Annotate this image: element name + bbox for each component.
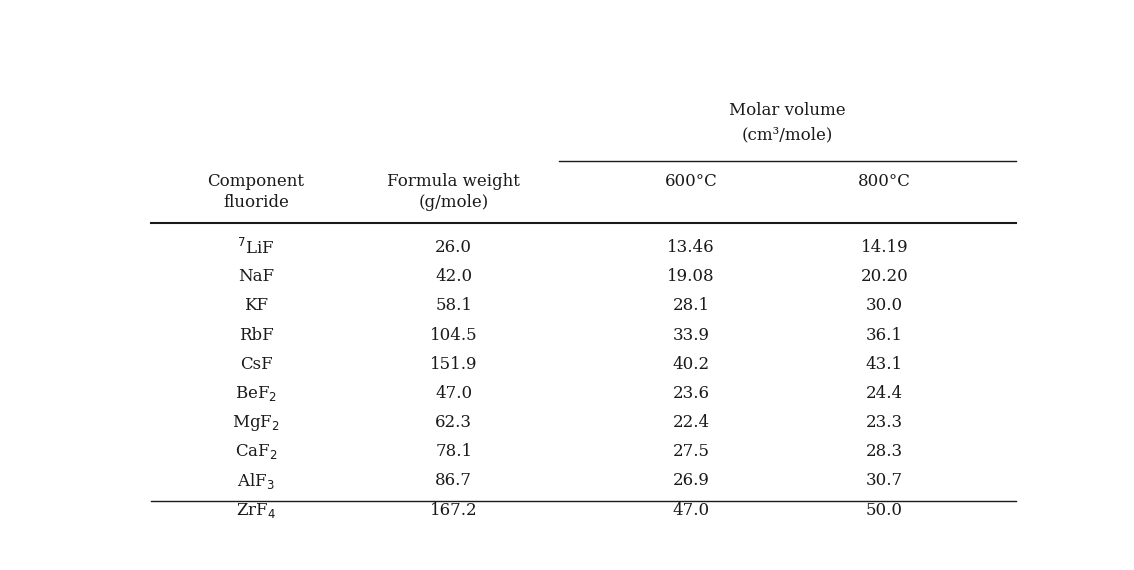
Text: 600°C: 600°C — [665, 173, 718, 190]
Text: MgF$_2$: MgF$_2$ — [232, 413, 280, 433]
Text: AlF$_3$: AlF$_3$ — [237, 471, 274, 491]
Text: 36.1: 36.1 — [866, 327, 903, 344]
Text: 26.0: 26.0 — [435, 239, 472, 256]
Text: 24.4: 24.4 — [866, 385, 903, 402]
Text: 13.46: 13.46 — [667, 239, 714, 256]
Text: Component: Component — [208, 173, 305, 190]
Text: 167.2: 167.2 — [430, 502, 477, 519]
Text: KF: KF — [244, 298, 268, 314]
Text: 86.7: 86.7 — [435, 473, 472, 490]
Text: BeF$_2$: BeF$_2$ — [235, 384, 277, 403]
Text: 28.1: 28.1 — [672, 298, 710, 314]
Text: 62.3: 62.3 — [435, 414, 472, 431]
Text: 151.9: 151.9 — [430, 356, 477, 373]
Text: 19.08: 19.08 — [667, 268, 714, 285]
Text: 800°C: 800°C — [858, 173, 911, 190]
Text: 27.5: 27.5 — [672, 443, 710, 461]
Text: 58.1: 58.1 — [435, 298, 472, 314]
Text: (g/mole): (g/mole) — [418, 194, 489, 211]
Text: 30.0: 30.0 — [866, 298, 903, 314]
Text: $^7$LiF: $^7$LiF — [237, 238, 274, 258]
Text: 42.0: 42.0 — [435, 268, 472, 285]
Text: ZrF$_4$: ZrF$_4$ — [236, 500, 276, 520]
Text: RbF: RbF — [238, 327, 273, 344]
Text: NaF: NaF — [238, 268, 274, 285]
Text: 104.5: 104.5 — [430, 327, 477, 344]
Text: 78.1: 78.1 — [435, 443, 472, 461]
Text: 30.7: 30.7 — [866, 473, 903, 490]
Text: 23.6: 23.6 — [672, 385, 710, 402]
Text: 22.4: 22.4 — [672, 414, 710, 431]
Text: (cm³/mole): (cm³/mole) — [742, 127, 833, 144]
Text: 23.3: 23.3 — [866, 414, 903, 431]
Text: 50.0: 50.0 — [866, 502, 903, 519]
Text: Molar volume: Molar volume — [729, 101, 846, 119]
Text: CsF: CsF — [239, 356, 272, 373]
Text: 20.20: 20.20 — [861, 268, 908, 285]
Text: CaF$_2$: CaF$_2$ — [235, 442, 278, 461]
Text: 14.19: 14.19 — [861, 239, 908, 256]
Text: 43.1: 43.1 — [866, 356, 903, 373]
Text: 47.0: 47.0 — [435, 385, 472, 402]
Text: 33.9: 33.9 — [672, 327, 710, 344]
Text: 26.9: 26.9 — [672, 473, 710, 490]
Text: 47.0: 47.0 — [672, 502, 710, 519]
Text: fluoride: fluoride — [223, 194, 289, 211]
Text: 40.2: 40.2 — [672, 356, 710, 373]
Text: 28.3: 28.3 — [866, 443, 903, 461]
Text: Formula weight: Formula weight — [388, 173, 521, 190]
